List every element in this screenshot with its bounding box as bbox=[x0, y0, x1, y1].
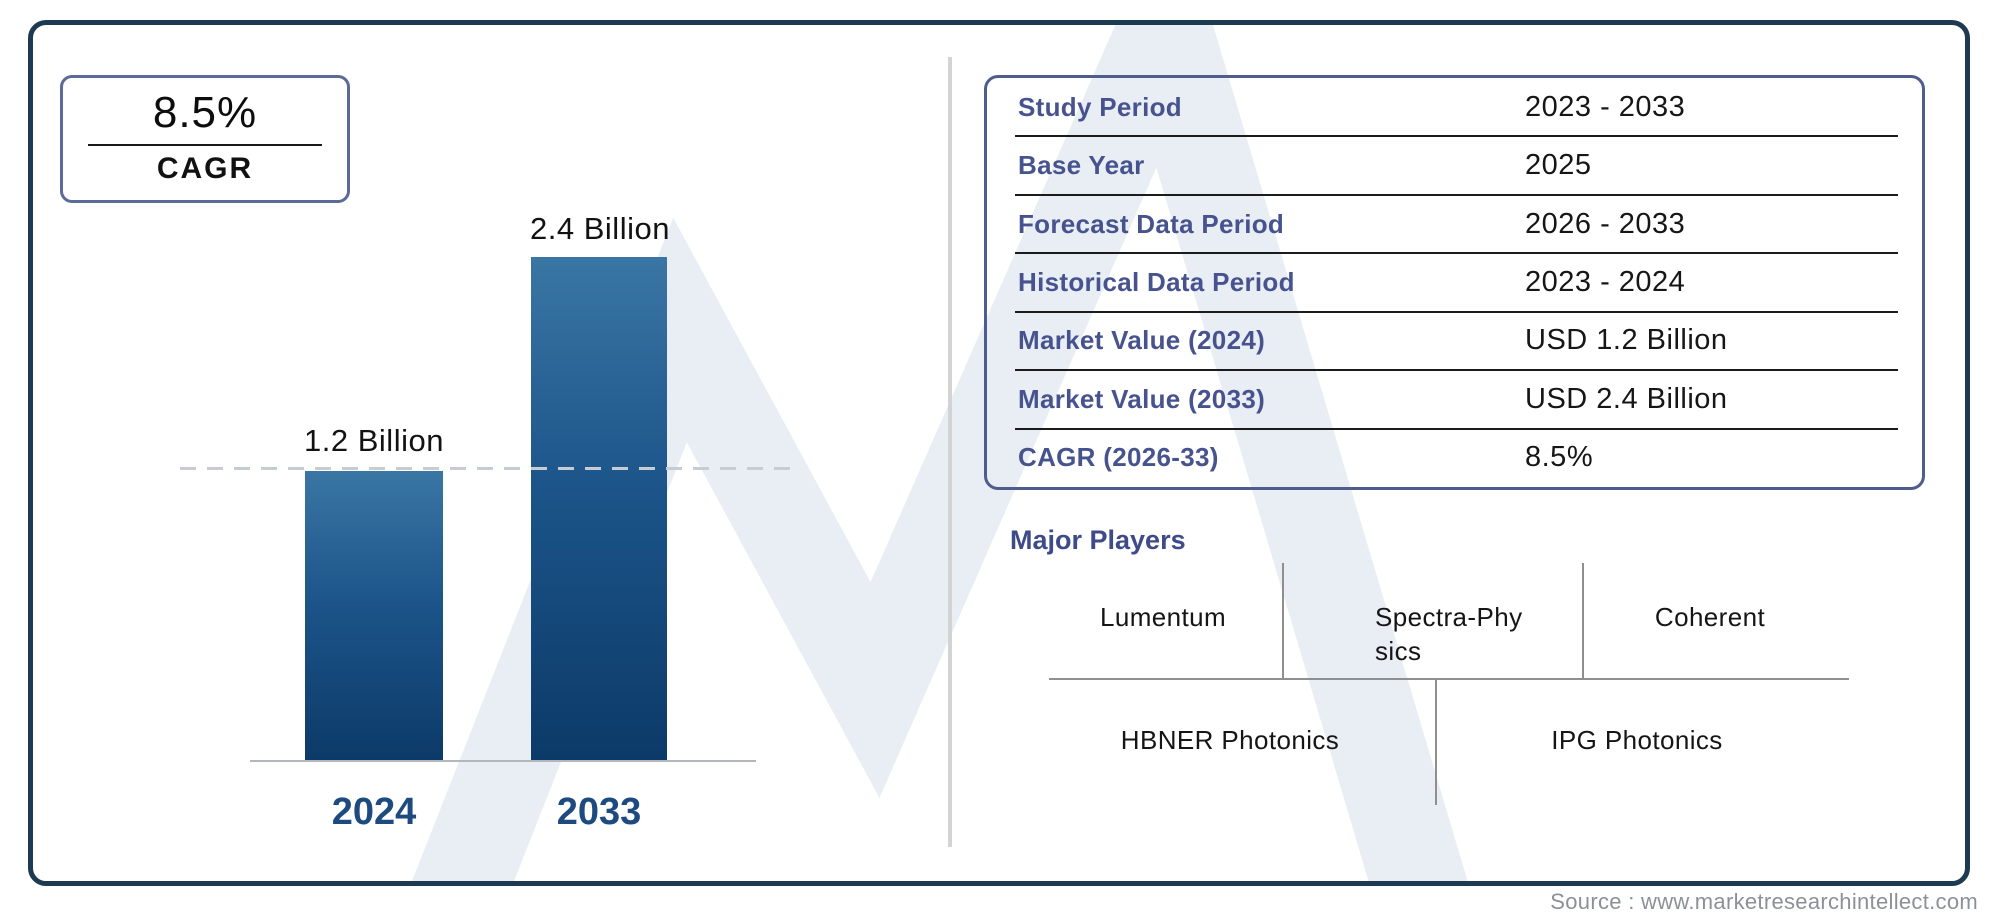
cagr-label: CAGR bbox=[156, 152, 254, 185]
x-tick-2024: 2024 bbox=[331, 791, 417, 833]
bar-value-label-2033: 2.4 Billion bbox=[530, 211, 670, 246]
cagr-callout-box: 8.5% CAGR bbox=[60, 75, 350, 203]
row-label: Market Value (2033) bbox=[1018, 383, 1266, 414]
player-lumentum: Lumentum bbox=[1099, 602, 1227, 632]
player-coherent: Coherent bbox=[1654, 602, 1766, 632]
bar-2033 bbox=[531, 257, 667, 760]
content-frame: 8.5% CAGR 1.2 Billion 2.4 Billion 2024 2… bbox=[28, 20, 1970, 886]
row-label: Forecast Data Period bbox=[1018, 208, 1285, 239]
row-value: USD 1.2 Billion bbox=[1525, 324, 1728, 357]
source-attribution: Source : www.marketresearchintellect.com bbox=[1550, 889, 1978, 914]
cagr-value: 8.5% bbox=[152, 88, 258, 137]
row-label: CAGR (2026-33) bbox=[1018, 442, 1219, 473]
row-value: 2026 - 2033 bbox=[1525, 207, 1686, 240]
row-value: 2023 - 2033 bbox=[1525, 90, 1686, 123]
table-row: Historical Data Period 2023 - 2024 bbox=[987, 253, 1922, 313]
player-ipg-photonics: IPG Photonics bbox=[1551, 725, 1723, 755]
row-label: Market Value (2024) bbox=[1018, 325, 1266, 356]
x-axis-baseline bbox=[250, 760, 756, 762]
row-value: 2025 bbox=[1525, 149, 1592, 182]
players-grid-vline-1 bbox=[1282, 563, 1284, 678]
row-value: USD 2.4 Billion bbox=[1525, 382, 1728, 415]
table-row: Base Year 2025 bbox=[987, 136, 1922, 196]
table-row: CAGR (2026-33) 8.5% bbox=[987, 429, 1922, 487]
major-players-heading: Major Players bbox=[1010, 525, 1186, 555]
player-hbner-photonics: HBNER Photonics bbox=[1120, 725, 1340, 755]
table-row: Market Value (2033) USD 2.4 Billion bbox=[987, 370, 1922, 430]
bar-value-label-2024: 1.2 Billion bbox=[304, 423, 444, 458]
row-label: Study Period bbox=[1018, 91, 1182, 122]
bar-2024 bbox=[305, 471, 443, 760]
row-value: 2023 - 2024 bbox=[1525, 265, 1686, 298]
section-divider bbox=[948, 57, 952, 847]
player-spectra-physics: Spectra-Physics bbox=[1375, 602, 1523, 666]
row-label: Historical Data Period bbox=[1018, 266, 1295, 297]
reference-dashed-line bbox=[180, 467, 792, 470]
cagr-divider-line bbox=[88, 144, 322, 146]
study-info-table: Study Period 2023 - 2033 Base Year 2025 … bbox=[984, 75, 1925, 490]
table-row: Study Period 2023 - 2033 bbox=[987, 78, 1922, 138]
players-grid-hline bbox=[1049, 678, 1849, 680]
row-label: Base Year bbox=[1018, 150, 1145, 181]
players-grid-vline-3 bbox=[1435, 678, 1437, 805]
table-row: Forecast Data Period 2026 - 2033 bbox=[987, 195, 1922, 255]
players-grid-vline-2 bbox=[1582, 563, 1584, 678]
row-value: 8.5% bbox=[1525, 441, 1594, 474]
x-tick-2033: 2033 bbox=[556, 791, 642, 833]
table-row: Market Value (2024) USD 1.2 Billion bbox=[987, 312, 1922, 372]
